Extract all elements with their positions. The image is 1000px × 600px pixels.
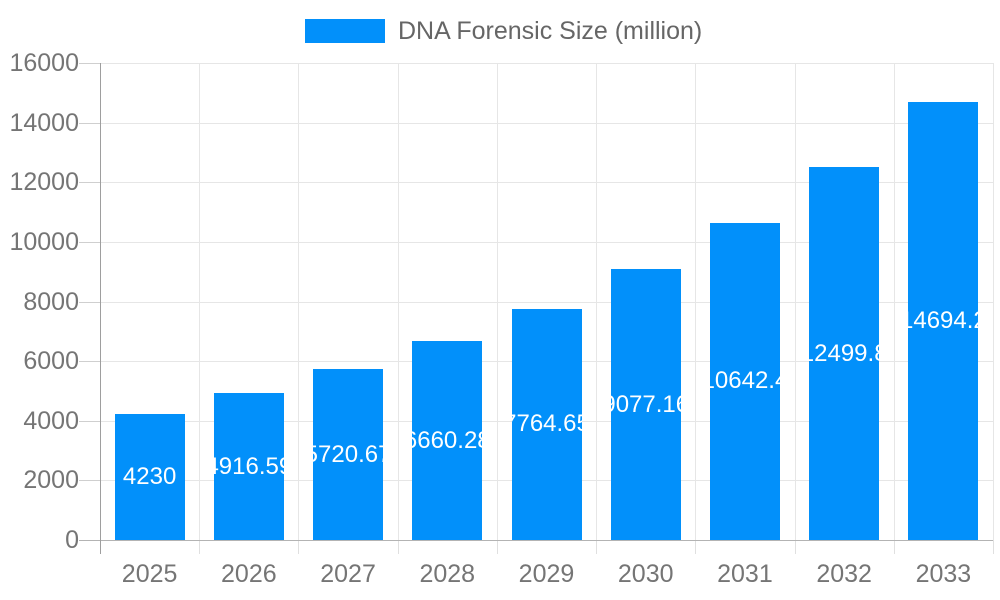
x-tick-label: 2027 (320, 560, 376, 588)
y-axis-tick (79, 301, 100, 303)
bar-2027[interactable]: 5720.67 (313, 369, 384, 540)
chart-legend[interactable]: DNA Forensic Size (million) (0, 0, 1000, 50)
x-axis-tick (993, 540, 994, 554)
y-tick-label: 12000 (9, 168, 79, 197)
bar-2028[interactable]: 6660.28 (412, 341, 483, 540)
y-axis-tick (79, 420, 100, 422)
x-tick-label: 2033 (915, 560, 972, 588)
bar-value-label: 4230 (122, 462, 177, 490)
x-tick-label: 2030 (617, 560, 674, 588)
bar-2026[interactable]: 4916.59 (213, 393, 284, 540)
y-tick-label: 0 (65, 526, 79, 554)
x-axis-tick (397, 540, 399, 554)
y-axis-tick (79, 182, 100, 184)
x-tick-label: 2028 (419, 560, 476, 588)
bar-2031[interactable]: 10642.4 (709, 222, 780, 540)
x-tick-label: 2032 (816, 560, 872, 588)
bar-2025[interactable]: 4230 (114, 413, 185, 540)
y-tick-label: 16000 (9, 49, 79, 77)
y-axis-line (100, 63, 101, 554)
gridline-vertical (993, 63, 994, 540)
y-tick-label: 4000 (23, 406, 79, 435)
bar-value-label: 6660.28 (412, 426, 482, 454)
y-tick-label: 8000 (23, 287, 79, 316)
x-axis-tick (596, 540, 598, 554)
gridline-horizontal (100, 182, 993, 184)
x-tick-label: 2026 (221, 560, 277, 588)
x-axis-tick (794, 540, 796, 554)
x-axis-tick (496, 540, 498, 554)
x-axis-line (79, 540, 993, 541)
x-axis-tick (199, 540, 201, 554)
y-axis-tick (79, 361, 100, 363)
bar-value-label: 4916.59 (214, 452, 284, 480)
bar-value-label: 7764.65 (512, 410, 582, 438)
x-axis-tick (893, 540, 895, 554)
gridline-vertical (893, 63, 895, 540)
y-axis-tick (79, 63, 100, 64)
bar-2033[interactable]: 14694.2 (908, 101, 979, 540)
y-tick-label: 2000 (23, 466, 79, 495)
gridline-vertical (695, 63, 697, 540)
x-tick-label: 2031 (717, 560, 773, 588)
gridline-vertical (596, 63, 598, 540)
gridline-horizontal (100, 301, 993, 303)
gridline-vertical (298, 63, 300, 540)
x-axis-tick (695, 540, 697, 554)
gridline-vertical (496, 63, 498, 540)
bar-value-label: 14694.2 (908, 306, 978, 334)
gridline-horizontal (100, 241, 993, 243)
legend-color-swatch (305, 19, 385, 43)
x-tick-label: 2025 (121, 560, 178, 588)
bar-2029[interactable]: 7764.65 (511, 308, 582, 540)
y-axis-tick (79, 122, 100, 124)
legend-label: DNA Forensic Size (million) (398, 17, 703, 45)
y-tick-label: 6000 (23, 347, 79, 376)
x-tick-label: 2029 (518, 560, 575, 588)
gridline-vertical (397, 63, 399, 540)
bar-value-label: 10642.4 (710, 367, 780, 395)
gridline-vertical (794, 63, 796, 540)
gridline-horizontal (100, 122, 993, 124)
y-axis-tick (79, 480, 100, 482)
x-axis-tick (298, 540, 300, 554)
bar-value-label: 5720.67 (313, 440, 383, 468)
y-axis-tick (79, 241, 100, 243)
y-tick-label: 10000 (9, 227, 79, 256)
y-tick-label: 14000 (9, 108, 79, 137)
gridline-vertical (199, 63, 201, 540)
gridline-horizontal (100, 63, 993, 64)
